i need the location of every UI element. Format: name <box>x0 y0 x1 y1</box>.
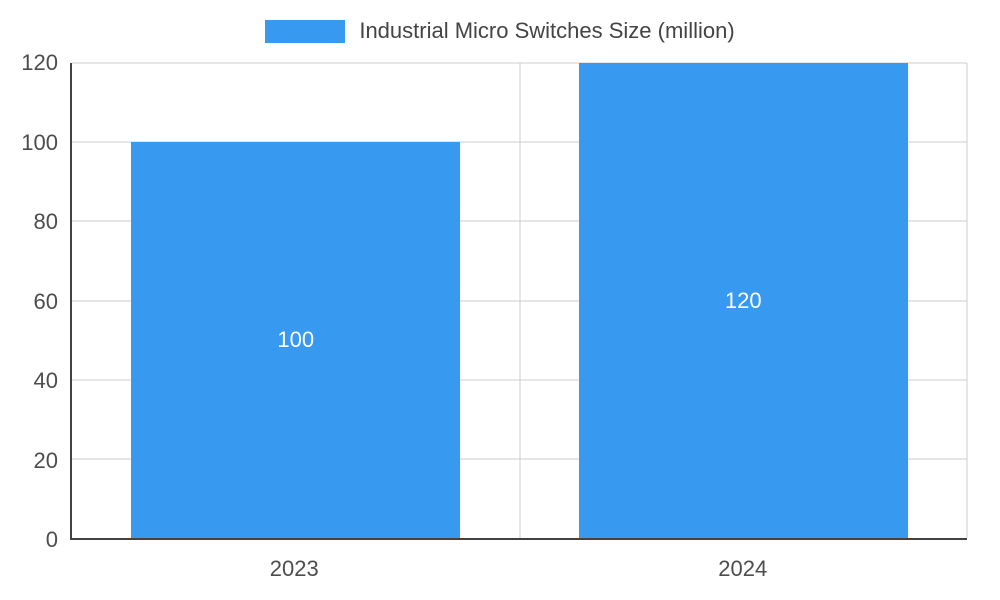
y-axis: 0 20 40 60 80 100 120 <box>0 52 58 551</box>
vertical-gridline <box>519 63 520 538</box>
x-axis: 2023 2024 <box>70 556 967 582</box>
plot-area: 100 120 <box>70 62 968 540</box>
bar-2024[interactable]: 120 <box>578 63 908 538</box>
bar-value-label: 100 <box>277 327 315 353</box>
bar-value-label: 120 <box>724 287 762 313</box>
legend-swatch <box>265 19 346 43</box>
y-tick-label: 100 <box>21 129 58 155</box>
y-tick-label: 60 <box>33 288 58 314</box>
x-tick-label: 2023 <box>269 556 319 581</box>
x-tick-label: 2024 <box>718 556 768 581</box>
y-tick-label: 20 <box>33 447 58 473</box>
y-tick-label: 40 <box>33 368 58 394</box>
y-tick-label: 120 <box>21 50 58 75</box>
bar-2023[interactable]: 100 <box>131 142 461 538</box>
legend-label: Industrial Micro Switches Size (million) <box>359 18 735 43</box>
bars: 100 120 <box>72 63 967 538</box>
vertical-gridline <box>966 63 968 538</box>
y-tick-label: 0 <box>45 527 58 552</box>
category-band: 100 <box>72 63 520 538</box>
legend: Industrial Micro Switches Size (million) <box>0 18 1000 44</box>
y-tick-label: 80 <box>33 209 58 235</box>
category-band: 120 <box>520 63 968 538</box>
